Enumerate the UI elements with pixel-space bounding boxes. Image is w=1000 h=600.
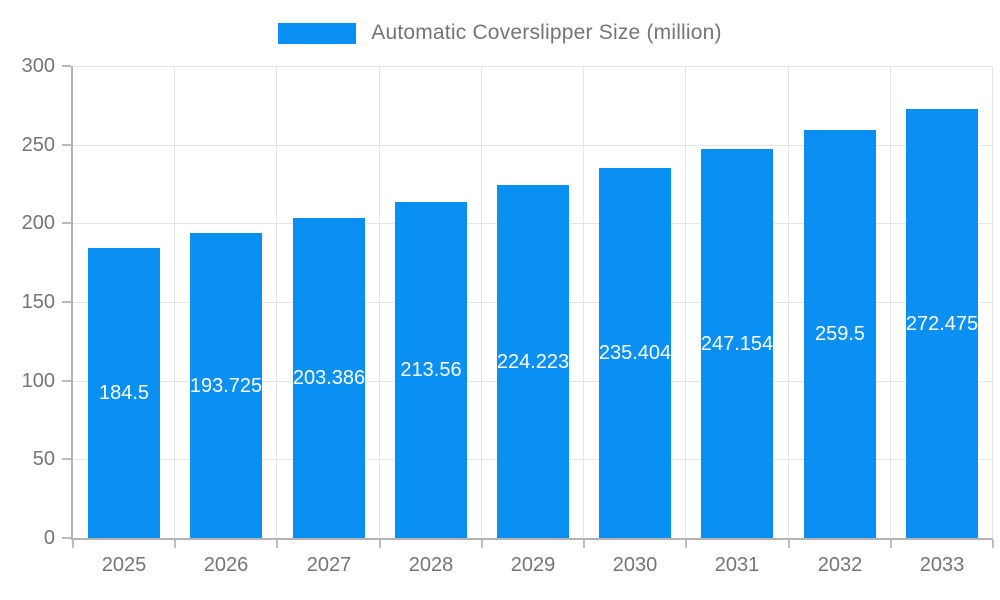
x-tick-mark-9: [992, 540, 994, 548]
x-tick-mark-7: [788, 540, 790, 548]
legend: Automatic Coverslipper Size (million): [0, 20, 1000, 46]
y-tick-label-300: 300: [21, 55, 55, 77]
y-axis-line: [71, 66, 73, 540]
bar-value-label-2030: 235.404: [598, 342, 672, 364]
x-tick-mark-3: [379, 540, 381, 548]
x-axis-label-2033: 2033: [919, 554, 965, 576]
plot-area: 0 50 100 150 200 250 300 184.5 2025 193.725 2026 20…: [22, 55, 994, 576]
y-tick-label-150: 150: [21, 291, 55, 313]
y-tick-label-0: 0: [43, 527, 55, 549]
y-tick-mark-150: [62, 301, 71, 303]
gridline-x-boundary-7: [788, 66, 789, 538]
y-tick-label-250: 250: [21, 133, 55, 156]
x-tick-mark-4: [481, 540, 483, 548]
gridline-x-boundary-5: [583, 66, 584, 538]
bar-value-label-2029: 224.223: [496, 351, 570, 373]
x-axis-label-2028: 2028: [408, 554, 454, 576]
legend-swatch[interactable]: [278, 22, 357, 44]
x-tick-mark-5: [583, 540, 585, 548]
x-axis-label-2030: 2030: [612, 554, 658, 576]
x-axis-label-2025: 2025: [101, 554, 147, 576]
y-tick-mark-50: [62, 458, 71, 461]
bar-value-label-2025: 184.5: [98, 382, 150, 404]
x-tick-mark-0: [72, 540, 74, 548]
bar-value-label-2032: 259.5: [814, 323, 866, 345]
x-axis-label-2026: 2026: [203, 554, 249, 576]
bar-2030[interactable]: [599, 168, 671, 538]
y-tick-mark-0: [62, 537, 71, 539]
bar-value-label-2026: 193.725: [189, 375, 263, 397]
gridline-x-boundary-3: [379, 66, 380, 538]
gridline-x-boundary-4: [481, 66, 482, 538]
gridline-y-300: [73, 66, 993, 67]
bar-value-label-2031: 247.154: [700, 333, 774, 355]
y-tick-label-50: 50: [32, 448, 55, 471]
bar-2029[interactable]: [497, 185, 569, 538]
x-axis-label-2027: 2027: [306, 554, 352, 576]
bar-2025[interactable]: [88, 248, 160, 538]
gridline-x-boundary-9: [992, 66, 993, 538]
bar-value-label-2033: 272.475: [905, 313, 979, 335]
y-tick-mark-250: [62, 143, 71, 146]
bar-2033[interactable]: [906, 109, 978, 538]
bar-value-label-2028: 213.56: [400, 359, 462, 381]
y-tick-mark-200: [62, 222, 71, 225]
bar-2027[interactable]: [293, 218, 365, 538]
legend-label[interactable]: Automatic Coverslipper Size (million): [371, 21, 722, 44]
x-tick-mark-6: [685, 540, 687, 548]
gridline-x-boundary-1: [174, 66, 175, 538]
bar-2032[interactable]: [804, 130, 876, 538]
y-tick-label-100: 100: [21, 369, 55, 392]
bar-2026[interactable]: [190, 233, 262, 538]
x-axis-label-2029: 2029: [510, 554, 556, 576]
x-axis-label-2032: 2032: [817, 554, 863, 576]
bar-2028[interactable]: [395, 202, 467, 538]
x-axis-label-2031: 2031: [714, 554, 760, 576]
x-axis-line: [71, 538, 993, 540]
gridline-x-boundary-6: [685, 66, 686, 538]
y-tick-mark-100: [62, 379, 71, 382]
x-tick-mark-2: [276, 540, 278, 548]
bar-2031[interactable]: [701, 149, 773, 538]
bar-value-label-2027: 203.386: [292, 367, 366, 389]
gridline-x-boundary-2: [276, 66, 277, 538]
x-tick-mark-1: [174, 540, 176, 548]
y-tick-label-200: 200: [21, 212, 55, 235]
gridline-x-boundary-8: [890, 66, 891, 538]
x-tick-mark-8: [890, 540, 892, 548]
y-tick-mark-300: [62, 65, 71, 67]
gridline-y-250: [73, 144, 993, 146]
